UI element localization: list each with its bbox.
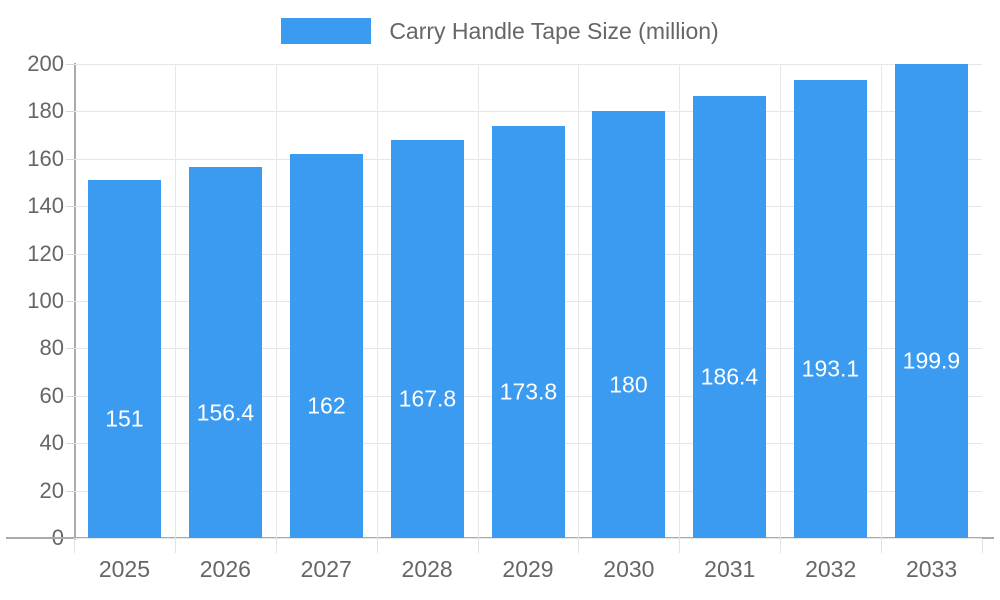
y-axis-tick-mark <box>66 158 74 160</box>
x-axis-tick-mark <box>881 539 882 553</box>
x-axis-tick-label: 2030 <box>603 556 655 582</box>
bar-value-label: 180 <box>609 371 648 398</box>
x-axis-tick-label: 2026 <box>199 556 251 582</box>
x-axis-tick-label: 2033 <box>905 556 958 582</box>
y-axis-tick-mark <box>66 443 74 445</box>
x-axis-tick-mark <box>780 539 781 553</box>
bar-value-label: 199.9 <box>902 347 961 374</box>
x-axis-tick-label: 2031 <box>704 556 756 582</box>
y-axis-tick-labels: 0 20 40 60 80 100 120 140 160 180 200 <box>0 0 74 600</box>
bar[interactable] <box>592 111 665 538</box>
x-axis-tick-mark <box>175 539 176 553</box>
x-axis-tick-label: 2028 <box>401 556 453 582</box>
x-axis-tick-mark <box>982 539 983 553</box>
y-axis-tick-label: 120 <box>6 241 74 267</box>
x-axis-tick-mark <box>377 539 378 553</box>
x-axis-tick-mark <box>679 539 680 553</box>
bar[interactable] <box>693 96 766 538</box>
y-axis-tick-label: 60 <box>6 383 74 409</box>
y-axis-tick-mark <box>66 111 74 113</box>
bar-value-label: 193.1 <box>801 355 860 382</box>
y-axis-tick-label: 200 <box>6 51 74 77</box>
x-axis-tick-label: 2029 <box>502 556 554 582</box>
y-axis-tick-mark <box>66 253 74 255</box>
x-axis-tick-mark <box>276 539 277 553</box>
bar[interactable] <box>492 126 565 538</box>
bar-value-label: 151 <box>105 405 144 432</box>
x-axis-tick-mark <box>578 539 579 553</box>
chart-legend: Carry Handle Tape Size (million) <box>0 12 1000 50</box>
bar[interactable] <box>391 140 464 538</box>
plot-area: 151 156.4 162 167.8 173.8 180 186.4 193.1 199.9 <box>74 64 982 539</box>
bar-value-label: 186.4 <box>700 363 759 390</box>
y-axis-tick-mark <box>66 301 74 302</box>
bar-value-label: 173.8 <box>499 378 558 405</box>
y-axis-tick-label: 140 <box>6 193 74 219</box>
legend-color-swatch-icon <box>281 18 372 44</box>
bar-value-label: 156.4 <box>196 399 255 426</box>
y-axis-tick-label: 180 <box>6 98 74 124</box>
y-axis-tick-label: 100 <box>6 288 74 314</box>
y-axis-tick-mark <box>66 64 74 65</box>
bar-series: 151 156.4 162 167.8 173.8 180 186.4 193.1 199.9 <box>74 64 982 538</box>
bar-value-label: 162 <box>307 392 346 419</box>
y-axis-tick-mark <box>66 206 74 208</box>
y-axis-tick-label: 80 <box>6 335 74 361</box>
bar[interactable] <box>794 80 867 538</box>
x-axis-tick-mark <box>478 539 479 553</box>
bar[interactable] <box>895 64 968 538</box>
x-axis-tick-label: 2025 <box>98 556 151 582</box>
y-axis-tick-mark <box>66 490 74 492</box>
x-axis-tick-label: 2027 <box>300 556 352 582</box>
y-axis-tick-mark <box>66 395 74 397</box>
bar[interactable] <box>189 167 262 538</box>
legend-item-label: Carry Handle Tape Size (million) <box>389 17 719 44</box>
bar[interactable] <box>290 154 363 538</box>
y-axis-tick-mark <box>66 348 74 350</box>
bar-value-label: 167.8 <box>398 385 457 412</box>
x-axis-tick-label: 2032 <box>805 556 857 582</box>
y-axis-tick-label: 40 <box>6 430 74 456</box>
x-axis-tick-mark <box>74 539 75 553</box>
legend-item-carry-handle-tape-size[interactable]: Carry Handle Tape Size (million) <box>281 17 719 45</box>
bar[interactable] <box>88 180 161 538</box>
y-axis-tick-label: 160 <box>6 146 74 172</box>
y-axis-tick-label: 20 <box>6 478 74 504</box>
